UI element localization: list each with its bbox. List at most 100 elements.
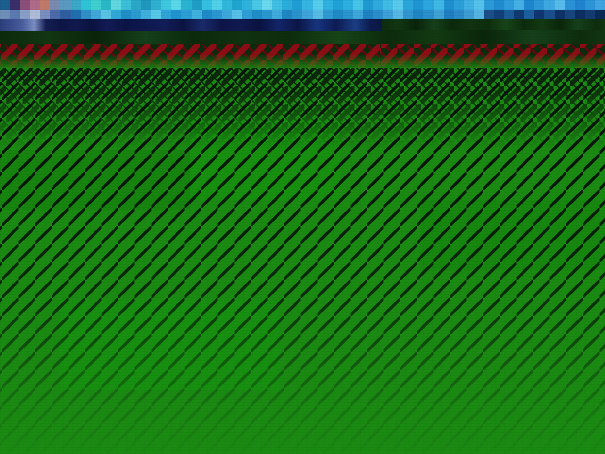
mosaic-block: [181, 9, 192, 19]
mosaic-block: [191, 9, 202, 19]
mosaic-block: [443, 0, 454, 10]
mosaic-block: [534, 9, 545, 19]
mosaic-block: [272, 9, 283, 19]
mosaic-block: [221, 0, 232, 10]
mosaic-block: [524, 9, 535, 19]
mosaic-block: [252, 9, 263, 19]
mosaic-block: [80, 9, 91, 19]
mosaic-block: [211, 9, 222, 19]
mosaic-block: [30, 0, 41, 10]
mosaic-block: [483, 0, 495, 10]
mosaic-block: [534, 0, 545, 10]
mosaic-block: [383, 0, 394, 10]
mosaic-block: [584, 9, 595, 19]
mosaic-block: [181, 0, 192, 10]
mosaic-block: [292, 0, 303, 10]
mosaic-block: [80, 0, 91, 10]
mosaic-block: [483, 9, 495, 19]
mosaic-block: [524, 0, 535, 10]
mosaic-block: [262, 9, 273, 19]
mosaic-block: [131, 0, 142, 10]
mosaic-block: [352, 9, 363, 19]
mosaic-block: [60, 0, 71, 10]
mosaic-block: [453, 0, 464, 10]
mosaic-block: [110, 9, 121, 19]
mosaic-block: [564, 9, 575, 19]
mosaic-block: [423, 9, 434, 19]
mosaic-block: [433, 0, 444, 10]
mosaic-block: [352, 0, 363, 10]
mosaic-block: [0, 9, 11, 19]
red-glyph-band-left: [0, 42, 380, 68]
mosaic-block: [131, 9, 142, 19]
mosaic-block: [191, 0, 202, 10]
mosaic-block: [302, 0, 313, 10]
mosaic-block: [463, 0, 474, 10]
mosaic-block: [171, 0, 182, 10]
mosaic-block: [231, 0, 242, 10]
mosaic-block: [574, 9, 585, 19]
mosaic-block: [322, 9, 333, 19]
mosaic-block: [494, 0, 505, 10]
mosaic-block: [574, 0, 585, 10]
mosaic-block: [252, 0, 263, 10]
mosaic-block: [161, 9, 172, 19]
mosaic-block: [332, 0, 343, 10]
mosaic-block: [221, 9, 232, 19]
mosaic-block: [120, 9, 132, 19]
mosaic-block: [272, 0, 283, 10]
mosaic-block: [383, 9, 394, 19]
mosaic-block: [564, 0, 575, 10]
mosaic-block: [443, 9, 454, 19]
mosaic-block: [373, 9, 384, 19]
mosaic-block: [473, 9, 484, 19]
mosaic-block: [60, 9, 71, 19]
mosaic-block: [554, 9, 565, 19]
mosaic-block: [393, 9, 404, 19]
mosaic-block: [514, 9, 525, 19]
mosaic-block: [463, 9, 474, 19]
mosaic-block: [151, 0, 162, 10]
mosaic-block: [120, 0, 132, 10]
mosaic-block: [504, 0, 515, 10]
mosaic-block: [312, 0, 323, 10]
mosaic-block: [362, 9, 374, 19]
mosaic-block: [514, 0, 525, 10]
mosaic-block: [171, 9, 182, 19]
mosaic-block: [0, 0, 11, 10]
mosaic-block: [584, 0, 595, 10]
mosaic-block: [90, 9, 101, 19]
mosaic-block: [141, 9, 152, 19]
mosaic-block: [141, 0, 152, 10]
mosaic-block: [453, 9, 464, 19]
mosaic-block: [40, 0, 51, 10]
mosaic-block: [413, 0, 424, 10]
mosaic-block: [302, 9, 313, 19]
mosaic-block: [100, 0, 111, 10]
mosaic-block: [362, 0, 374, 10]
mosaic-block: [40, 9, 51, 19]
mosaic-block: [100, 9, 111, 19]
mosaic-block: [504, 9, 515, 19]
mosaic-block: [50, 9, 61, 19]
mosaic-block: [201, 0, 212, 10]
mosaic-block: [70, 0, 81, 10]
mosaic-block: [50, 0, 61, 10]
mosaic-block: [241, 0, 253, 10]
mosaic-block: [594, 0, 605, 10]
mosaic-block: [211, 0, 222, 10]
mosaic-block: [594, 9, 605, 19]
navy-corrupted-band: [0, 18, 382, 31]
mosaic-block: [494, 9, 505, 19]
mosaic-block: [433, 9, 444, 19]
mosaic-block: [554, 0, 565, 10]
mosaic-block: [342, 0, 353, 10]
mosaic-block: [30, 9, 41, 19]
mosaic-block: [282, 9, 293, 19]
mosaic-block: [342, 9, 353, 19]
mosaic-block: [161, 0, 172, 10]
mosaic-block: [110, 0, 121, 10]
mosaic-block: [10, 9, 21, 19]
mosaic-block: [413, 9, 424, 19]
